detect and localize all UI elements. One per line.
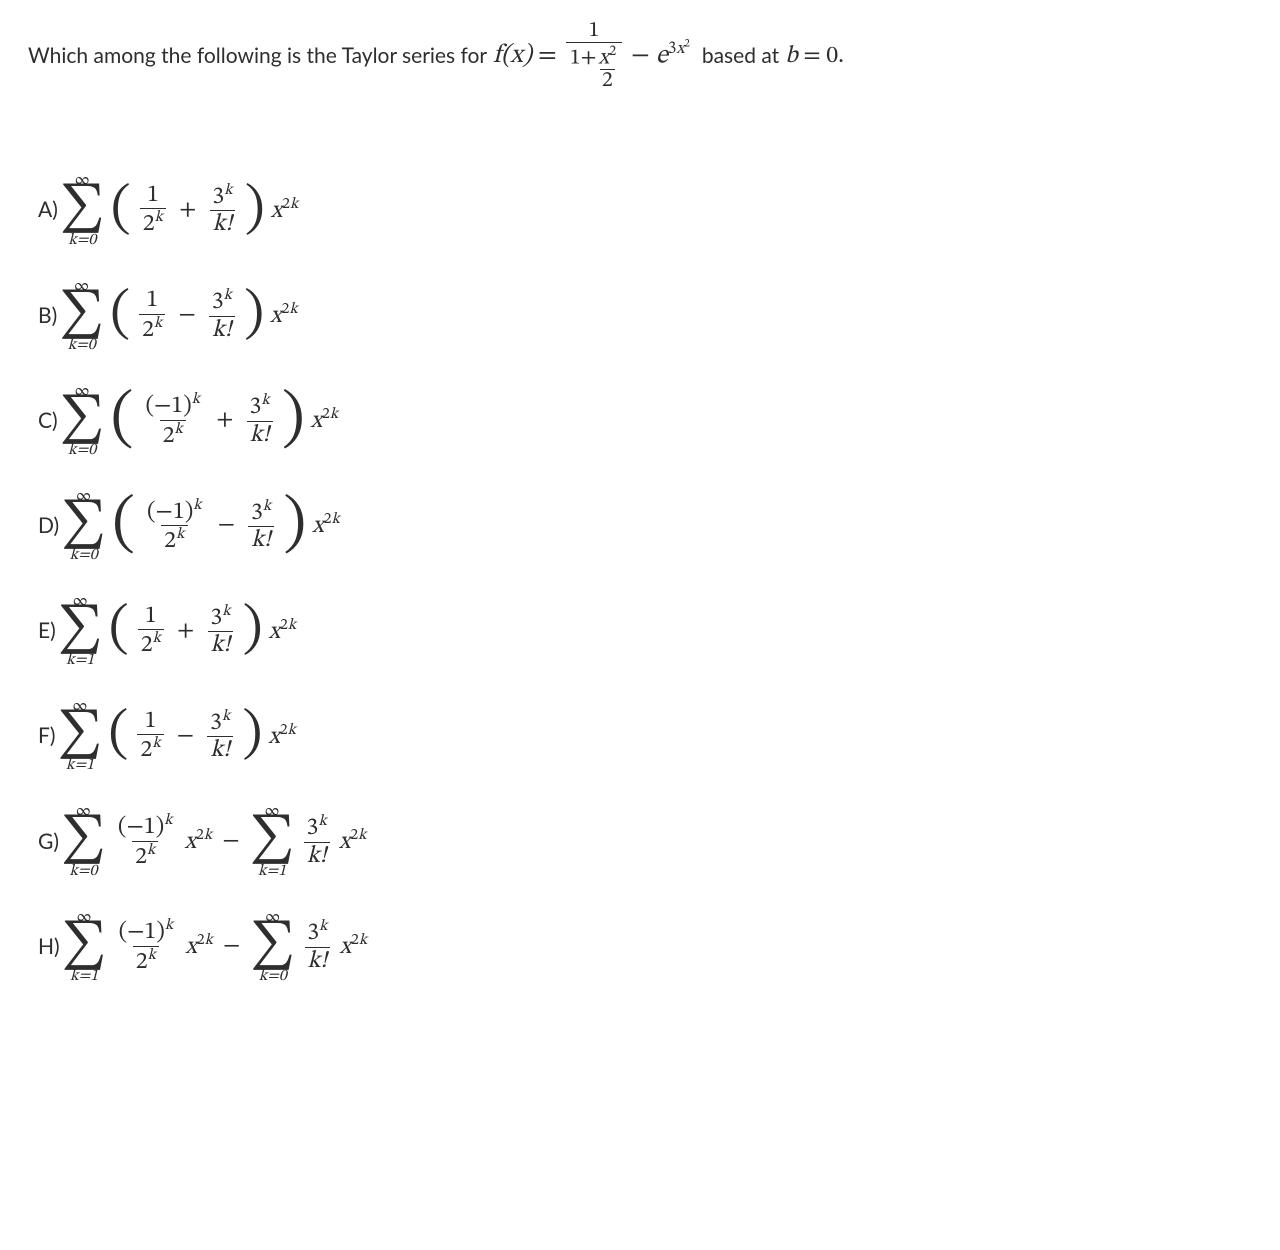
question-prefix: Which among the following is the Taylor … bbox=[28, 40, 487, 72]
option-d[interactable]: D) ∞ ∑ k=0 ( (−1)k2k − 3kk! ) x2k bbox=[38, 488, 1252, 563]
option-a[interactable]: A) ∞ ∑ k=0 ( 12k + 3kk! ) x2k bbox=[38, 172, 1252, 247]
minus: − bbox=[631, 37, 650, 76]
sum-symbol: ∞ ∑ k=0 bbox=[60, 172, 105, 247]
question-suffix: based at bbox=[702, 40, 779, 72]
option-e[interactable]: E) ∞ ∑ k=1 ( 12k + 3kk! ) x2k bbox=[38, 593, 1252, 668]
option-label: D) bbox=[38, 513, 59, 538]
eq: = bbox=[538, 37, 557, 76]
question-text: Which among the following is the Taylor … bbox=[28, 20, 1252, 92]
option-label: B) bbox=[38, 303, 57, 328]
fx: f(x) bbox=[493, 37, 532, 76]
option-label: F) bbox=[38, 723, 55, 748]
option-label: E) bbox=[38, 618, 56, 643]
option-label: G) bbox=[38, 829, 59, 854]
e-term: e3x2 bbox=[656, 36, 690, 76]
option-h[interactable]: H) ∞ ∑ k=1 (−1)k2k x2k − ∞ ∑ k=0 3kk! x2… bbox=[38, 909, 1252, 984]
option-label: H) bbox=[38, 934, 60, 959]
option-g[interactable]: G) ∞ ∑ k=0 (−1)k2k x2k − ∞ ∑ k=1 3kk! x2… bbox=[38, 803, 1252, 878]
option-f[interactable]: F) ∞ ∑ k=1 ( 12k − 3kk! ) x2k bbox=[38, 698, 1252, 773]
options-list: A) ∞ ∑ k=0 ( 12k + 3kk! ) x2k B) ∞ ∑ k=0… bbox=[38, 172, 1252, 984]
term1-fraction: 1 1+x22 bbox=[566, 20, 622, 92]
option-c[interactable]: C) ∞ ∑ k=0 ( (−1)k2k + 3kk! ) x2k bbox=[38, 383, 1252, 458]
option-label: A) bbox=[38, 197, 58, 222]
option-label: C) bbox=[38, 408, 58, 433]
option-b[interactable]: B) ∞ ∑ k=0 ( 12k − 3kk! ) x2k bbox=[38, 278, 1252, 353]
b-eq: b = 0. bbox=[785, 38, 844, 74]
